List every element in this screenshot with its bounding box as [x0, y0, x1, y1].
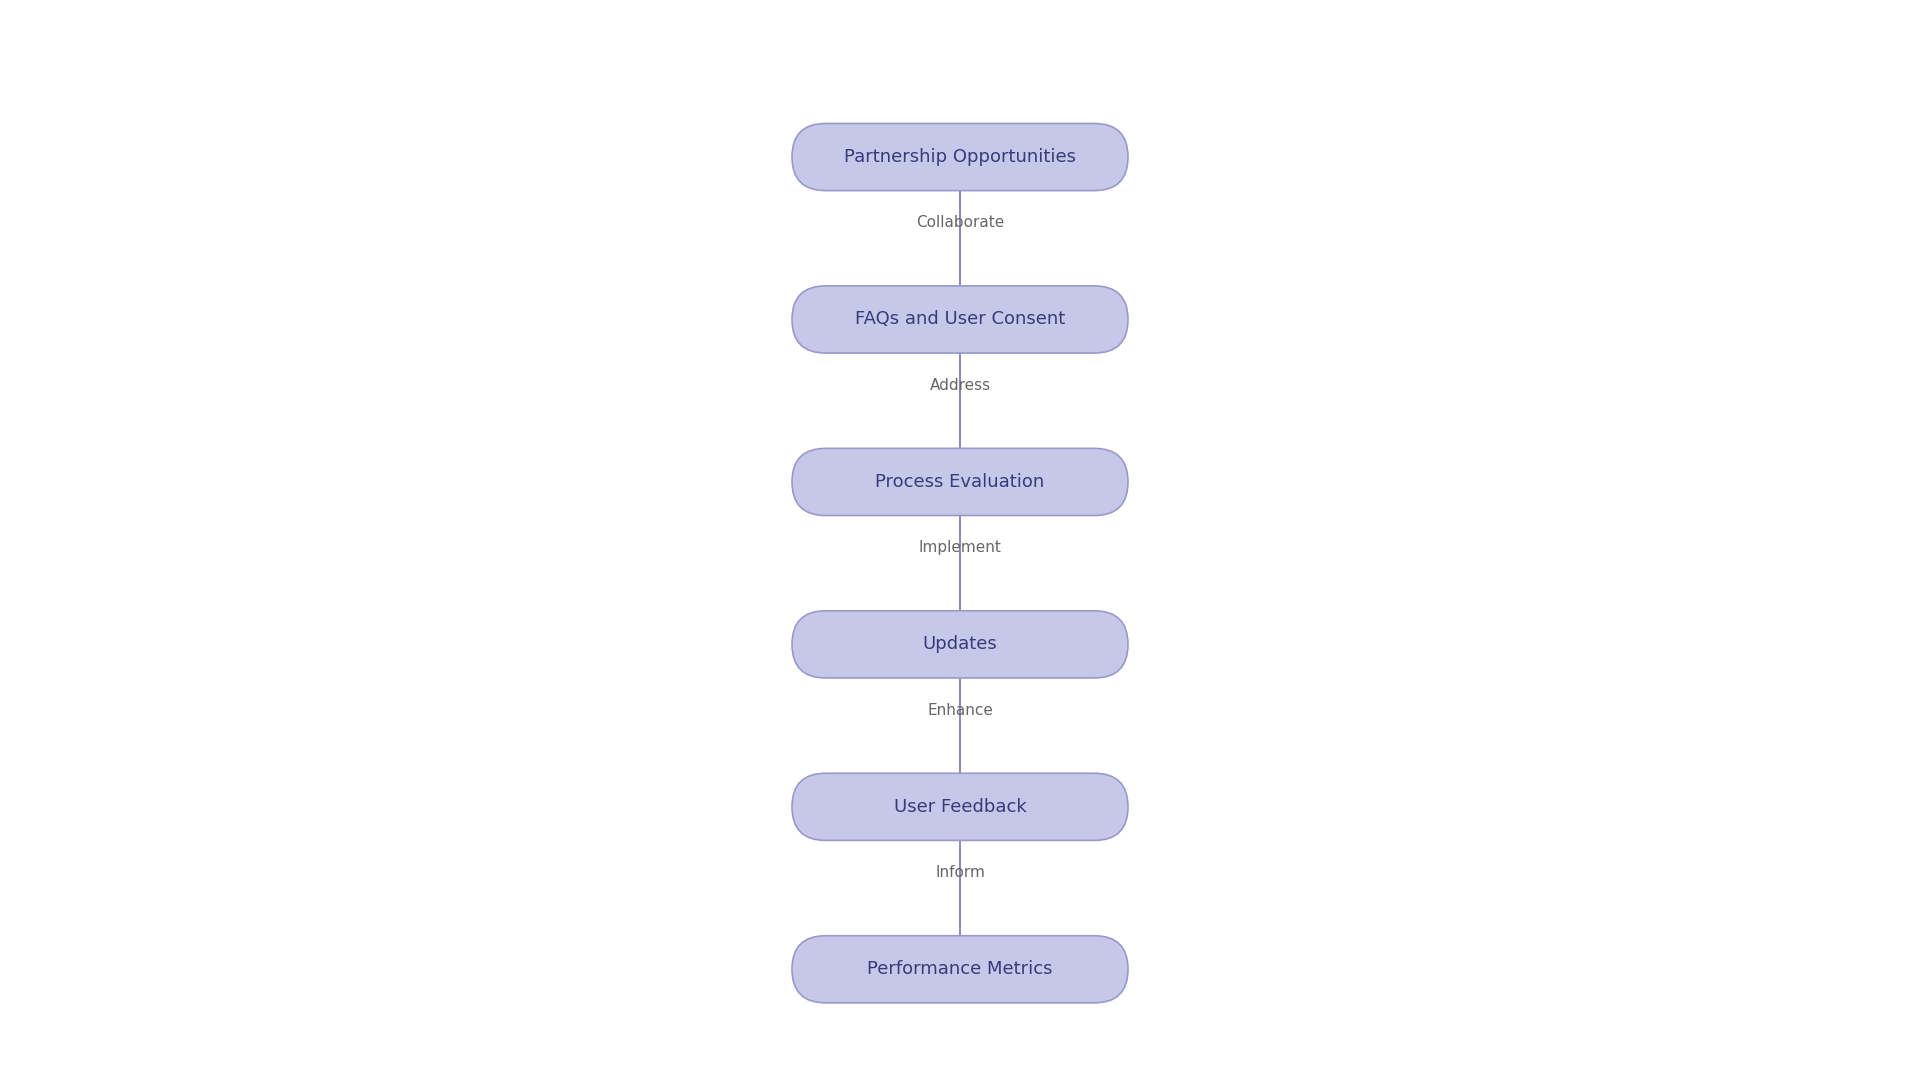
Text: Address: Address — [929, 378, 991, 393]
Text: Collaborate: Collaborate — [916, 216, 1004, 231]
FancyBboxPatch shape — [791, 448, 1129, 516]
Text: Inform: Inform — [935, 865, 985, 880]
Text: FAQs and User Consent: FAQs and User Consent — [854, 311, 1066, 328]
Text: Implement: Implement — [918, 540, 1002, 556]
FancyBboxPatch shape — [791, 286, 1129, 353]
Text: Process Evaluation: Process Evaluation — [876, 473, 1044, 491]
FancyBboxPatch shape — [791, 611, 1129, 678]
Text: Performance Metrics: Performance Metrics — [868, 961, 1052, 978]
Text: User Feedback: User Feedback — [893, 798, 1027, 815]
Text: Updates: Updates — [924, 636, 996, 653]
Text: Partnership Opportunities: Partnership Opportunities — [845, 148, 1075, 166]
FancyBboxPatch shape — [791, 936, 1129, 1003]
FancyBboxPatch shape — [791, 123, 1129, 191]
FancyBboxPatch shape — [791, 773, 1129, 840]
Text: Enhance: Enhance — [927, 703, 993, 718]
